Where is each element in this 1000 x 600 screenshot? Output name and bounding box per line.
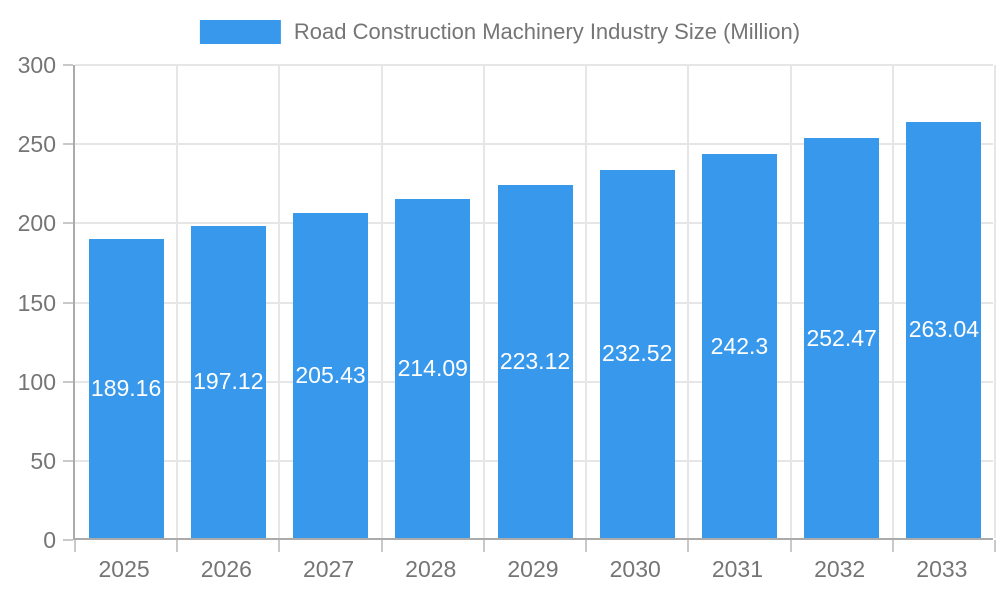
x-axis-label: 2031: [711, 556, 764, 582]
y-axis-label: 300: [17, 52, 56, 78]
gridline-vertical: [687, 65, 690, 538]
bar[interactable]: 263.04: [906, 121, 982, 538]
x-axis-tick: [687, 540, 690, 552]
x-axis-label: 2030: [609, 556, 661, 582]
x-axis-tick: [482, 540, 485, 552]
chart-legend[interactable]: Road Construction Machinery Industry Siz…: [199, 18, 801, 46]
bar-value-label: 223.12: [499, 347, 571, 374]
x-axis-tick: [994, 540, 996, 552]
x-axis-tick: [585, 540, 588, 552]
gridline-vertical: [278, 65, 281, 538]
x-axis-tick: [789, 540, 792, 552]
bar[interactable]: 197.12: [190, 225, 266, 538]
bar[interactable]: 242.3: [701, 154, 777, 538]
bar[interactable]: 223.12: [497, 184, 573, 538]
gridline-vertical: [994, 65, 996, 538]
x-axis-tick: [176, 540, 179, 552]
y-axis-tick: [63, 301, 73, 304]
y-axis-tick: [63, 64, 73, 66]
y-axis-label: 100: [17, 368, 56, 395]
x-axis-tick: [74, 540, 76, 552]
bar-value-label: 263.04: [908, 316, 980, 343]
x-axis-tick: [380, 540, 383, 552]
bar-value-label: 189.16: [90, 374, 162, 401]
bar-value-label: 252.47: [806, 324, 877, 351]
x-axis-label: 2025: [98, 556, 150, 582]
gridline-vertical: [482, 65, 485, 538]
y-axis-label: 50: [30, 447, 56, 474]
gridline-vertical: [585, 65, 588, 538]
x-axis-label: 2027: [302, 556, 355, 582]
y-axis-label: 250: [17, 131, 56, 158]
bar[interactable]: 252.47: [804, 138, 880, 538]
bar[interactable]: 232.52: [599, 169, 675, 538]
y-axis-label: 0: [43, 527, 56, 553]
legend-swatch: [199, 20, 281, 44]
gridline-vertical: [891, 65, 894, 538]
bar-value-label: 197.12: [193, 368, 264, 395]
y-axis-label: 150: [17, 289, 56, 316]
gridline-horizontal: [75, 143, 993, 146]
gridline-horizontal: [75, 64, 993, 66]
bar-value-label: 214.09: [397, 355, 468, 382]
x-axis-label: 2028: [405, 556, 457, 582]
y-axis-tick: [63, 380, 73, 383]
gridline-vertical: [789, 65, 792, 538]
legend-label: Road Construction Machinery Industry Siz…: [293, 19, 801, 44]
bar-value-label: 232.52: [602, 340, 673, 367]
x-axis-tick: [278, 540, 281, 552]
x-axis-tick: [891, 540, 894, 552]
x-axis-label: 2026: [200, 556, 252, 582]
bar[interactable]: 189.16: [88, 238, 164, 538]
y-axis-label: 200: [17, 210, 56, 237]
bar[interactable]: 214.09: [395, 199, 471, 538]
y-axis-tick: [63, 459, 73, 462]
bar[interactable]: 205.43: [293, 212, 369, 538]
y-axis-tick: [63, 539, 73, 541]
x-axis-label: 2032: [814, 556, 866, 582]
x-axis-label: 2029: [507, 556, 559, 582]
gridline-vertical: [176, 65, 179, 538]
plot-area: 189.16 197.12 205.43 214.09 223.12 232.52 242.…: [63, 64, 996, 552]
gridline-vertical: [380, 65, 383, 538]
x-axis-label: 2033: [916, 556, 968, 582]
y-axis-tick: [63, 222, 73, 225]
bar-value-label: 205.43: [295, 361, 366, 388]
bar-value-label: 242.3: [710, 332, 769, 359]
y-axis-tick: [63, 143, 73, 146]
